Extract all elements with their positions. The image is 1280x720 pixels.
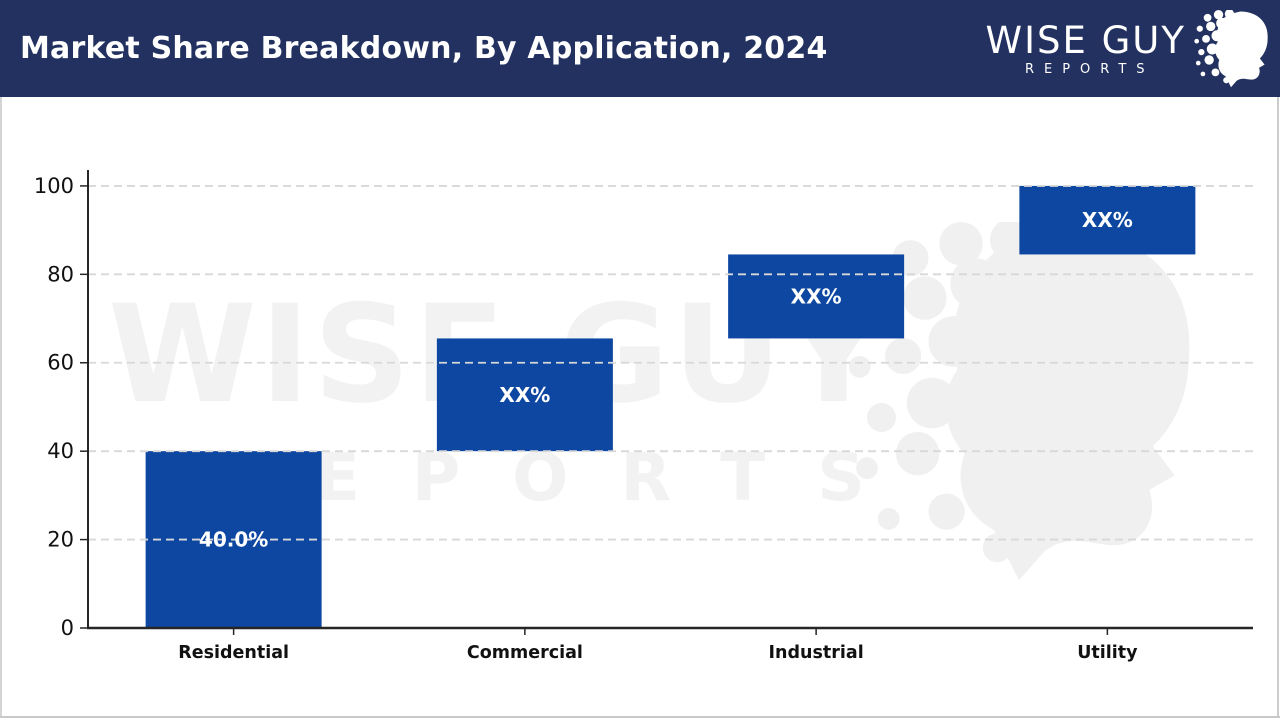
chart-canvas: WISE GUY REPORTS 0 20 40 60 80 100 Residential… [0,97,1280,720]
y-tick-label-20: 20 [47,528,74,552]
y-tick-label-40: 40 [47,439,74,463]
bar-utility [1019,185,1196,255]
bar-value-label-industrial: XX% [791,284,842,308]
bar-commercial [436,338,613,452]
logo-text-line1: WISE GUY [985,18,1186,62]
header-bar: Market Share Breakdown, By Application, … [0,0,1280,97]
y-tick-label-80: 80 [47,262,74,286]
y-tick-label-0: 0 [61,616,74,640]
y-tick-label-60: 60 [47,351,74,375]
bar-value-label-residential: 40.0% [199,528,268,552]
x-axis-label-residential: Residential [178,643,289,663]
bar-value-label-utility: XX% [1082,208,1133,232]
y-tick-label-100: 100 [34,174,74,198]
figure-border-bottom [0,716,1280,718]
x-axis-label-utility: Utility [1077,643,1138,663]
wiseguy-logo-text: WISE GUY REPORTS [986,22,1186,76]
x-axis-label-commercial: Commercial [467,643,583,663]
bar-value-label-commercial: XX% [499,383,550,407]
wiseguy-logo: WISE GUY REPORTS [986,7,1280,91]
x-axis-label-industrial: Industrial [769,643,864,663]
bar-industrial [728,254,905,339]
figure-border-left [0,97,2,718]
figure-border-right [1277,97,1279,718]
page-title: Market Share Breakdown, By Application, … [20,31,828,66]
logo-text-line2: REPORTS [1024,61,1155,77]
